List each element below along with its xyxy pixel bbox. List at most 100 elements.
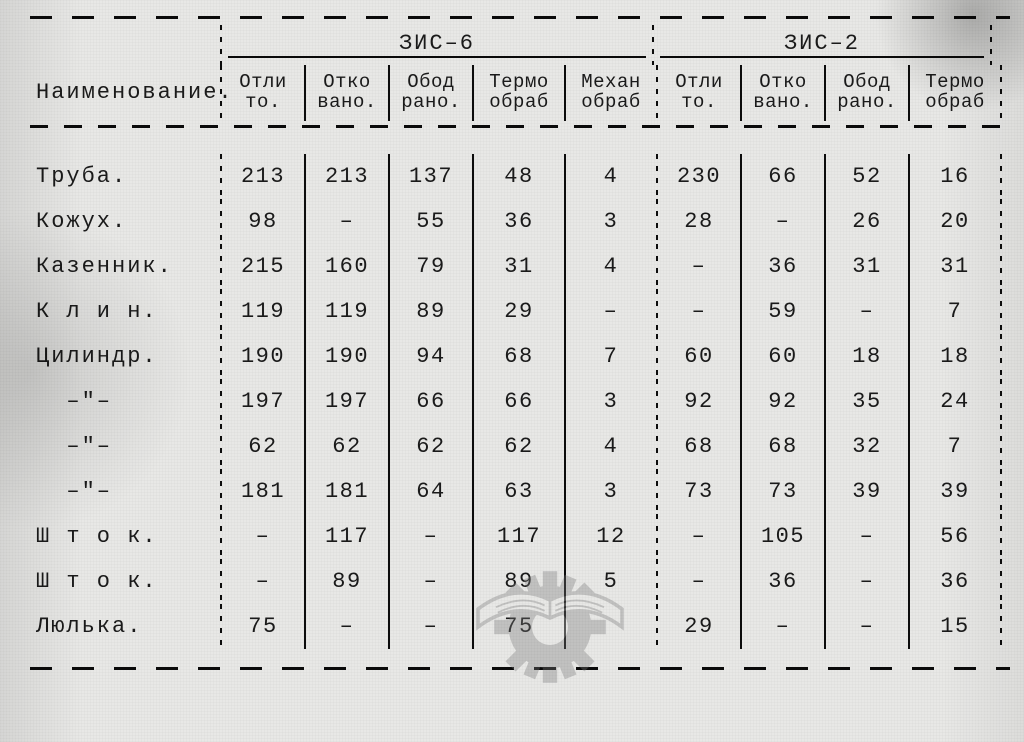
cell: 75: [222, 615, 304, 638]
cell: 213: [222, 165, 304, 188]
row-name: Труба.: [30, 165, 220, 188]
cell: 3: [566, 480, 656, 503]
sub-g2-1: Отко вано.: [742, 73, 824, 113]
cell: 31: [910, 255, 1000, 278]
table-row: Труба.213213137484230665216: [30, 154, 1010, 199]
cell: 4: [566, 435, 656, 458]
cell: 31: [826, 255, 908, 278]
row-name: К л и н.: [30, 300, 220, 323]
cell: 197: [222, 390, 304, 413]
group-label-zis6: ЗИС–6: [222, 32, 652, 55]
cell: 64: [390, 480, 472, 503]
cell: 73: [742, 480, 824, 503]
cell: 3: [566, 390, 656, 413]
rule-top: [30, 16, 1010, 19]
cell: 36: [474, 210, 564, 233]
cell: –: [222, 570, 304, 593]
cell: –: [306, 615, 388, 638]
group-label-zis2: ЗИС–2: [654, 32, 990, 55]
cell: 98: [222, 210, 304, 233]
table-row: Люлька.75––75 29––15: [30, 604, 1010, 649]
table-row: –"–6262626246868327: [30, 424, 1010, 469]
cell: –: [658, 570, 740, 593]
table-row: Казенник.21516079314–363131: [30, 244, 1010, 289]
cell: 52: [826, 165, 908, 188]
sub-g2-2: Обод рано.: [826, 73, 908, 113]
cell: 190: [306, 345, 388, 368]
row-name: –"–: [30, 435, 220, 458]
row-name: –"–: [30, 480, 220, 503]
cell: 18: [910, 345, 1000, 368]
cell: 18: [826, 345, 908, 368]
cell: 59: [742, 300, 824, 323]
cell: 24: [910, 390, 1000, 413]
cell: 68: [742, 435, 824, 458]
cell: 137: [390, 165, 472, 188]
document-table: ЗИС–6 ЗИС–2 Наименование. Отли то. Отко …: [30, 0, 1010, 676]
cell: –: [658, 300, 740, 323]
cell: 7: [910, 300, 1000, 323]
cell: 15: [910, 615, 1000, 638]
header-row-groups: ЗИС–6 ЗИС–2: [30, 25, 1010, 65]
cell: 5: [566, 570, 656, 593]
table-row: Ш т о к.–117–11712–105–56: [30, 514, 1010, 559]
row-name: Цилиндр.: [30, 345, 220, 368]
cell: 62: [222, 435, 304, 458]
cell: 7: [910, 435, 1000, 458]
cell: 36: [910, 570, 1000, 593]
cell: 89: [306, 570, 388, 593]
cell: –: [826, 300, 908, 323]
cell: [566, 615, 656, 638]
cell: 119: [306, 300, 388, 323]
cell: 4: [566, 255, 656, 278]
cell: 32: [826, 435, 908, 458]
cell: 73: [658, 480, 740, 503]
cell: –: [566, 300, 656, 323]
cell: 29: [474, 300, 564, 323]
cell: 92: [658, 390, 740, 413]
cell: –: [826, 570, 908, 593]
sub-g2-3: Термо обраб: [910, 73, 1000, 113]
cell: 62: [474, 435, 564, 458]
cell: –: [222, 525, 304, 548]
cell: 190: [222, 345, 304, 368]
cell: 92: [742, 390, 824, 413]
cell: –: [658, 525, 740, 548]
cell: 62: [306, 435, 388, 458]
cell: 62: [390, 435, 472, 458]
cell: 3: [566, 210, 656, 233]
row-name: –"–: [30, 390, 220, 413]
cell: –: [390, 570, 472, 593]
cell: –: [826, 615, 908, 638]
cell: 89: [474, 570, 564, 593]
cell: 28: [658, 210, 740, 233]
cell: 66: [390, 390, 472, 413]
cell: –: [658, 255, 740, 278]
cell: 160: [306, 255, 388, 278]
cell: 75: [474, 615, 564, 638]
sub-g1-0: Отли то.: [222, 73, 304, 113]
cell: –: [390, 525, 472, 548]
row-name: Кожух.: [30, 210, 220, 233]
table-body: Труба.213213137484230665216Кожух.98–5536…: [30, 154, 1010, 649]
cell: 7: [566, 345, 656, 368]
rule-under-header: [30, 125, 1010, 128]
sub-g1-2: Обод рано.: [390, 73, 472, 113]
rule-bottom: [30, 667, 1010, 670]
cell: 105: [742, 525, 824, 548]
cell: 117: [474, 525, 564, 548]
cell: 68: [474, 345, 564, 368]
cell: 66: [742, 165, 824, 188]
cell: 26: [826, 210, 908, 233]
cell: 181: [306, 480, 388, 503]
cell: 215: [222, 255, 304, 278]
cell: 16: [910, 165, 1000, 188]
row-name: Люлька.: [30, 615, 220, 638]
cell: 66: [474, 390, 564, 413]
cell: –: [742, 615, 824, 638]
sub-g1-1: Отко вано.: [306, 73, 388, 113]
cell: 117: [306, 525, 388, 548]
cell: 119: [222, 300, 304, 323]
table-row: К л и н.1191198929––59–7: [30, 289, 1010, 334]
cell: –: [306, 210, 388, 233]
